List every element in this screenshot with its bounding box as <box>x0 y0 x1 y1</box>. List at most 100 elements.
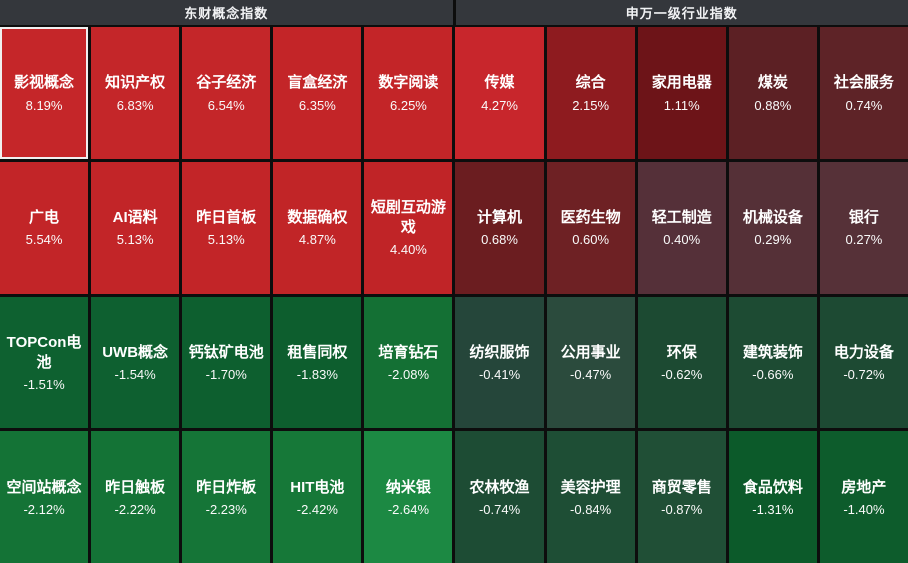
heatmap-cell[interactable]: 医药生物 0.60% <box>546 161 635 294</box>
cell-name: 租售同权 <box>287 343 348 361</box>
heatmap-cell[interactable]: 广电 5.54% <box>0 161 89 294</box>
heatmap-cell[interactable]: UWB概念 -1.54% <box>91 296 180 429</box>
cell-name: 知识产权 <box>105 74 166 92</box>
cell-name: 影视概念 <box>14 74 75 92</box>
heatmap-cell[interactable]: 谷子经济 6.54% <box>182 27 271 159</box>
heatmap-cell[interactable]: 农林牧渔 -0.74% <box>455 431 544 563</box>
heatmap-cell[interactable]: 综合 2.15% <box>546 27 635 159</box>
cell-name: 纳米银 <box>385 478 431 496</box>
cell-name: HIT电池 <box>290 478 345 496</box>
cell-change: -1.51% <box>23 377 65 393</box>
cell-name: 美容护理 <box>560 478 621 496</box>
cell-change: 4.40% <box>390 242 427 258</box>
cell-name: 纺织服饰 <box>469 343 530 361</box>
heatmap-cell[interactable]: 昨日炸板 -2.23% <box>182 431 271 563</box>
cell-change: 0.60% <box>572 232 610 248</box>
heatmap-cell[interactable]: 传媒 4.27% <box>455 27 544 159</box>
heatmap-cell[interactable]: 影视概念 8.19% <box>0 27 89 159</box>
cell-change: 5.13% <box>207 232 245 248</box>
group-title-dongcai-concept: 东财概念指数 <box>0 0 453 25</box>
cell-name: 空间站概念 <box>6 478 82 496</box>
cell-change: -2.12% <box>23 501 65 517</box>
cell-name: 昨日首板 <box>196 209 257 226</box>
cell-change: 0.29% <box>754 232 792 248</box>
cell-name: 环保 <box>666 343 697 361</box>
cell-change: 8.19% <box>25 97 63 113</box>
group-header-bar: 东财概念指数 申万一级行业指数 <box>0 0 908 25</box>
cell-name: 食品饮料 <box>742 478 803 496</box>
cell-name: 社会服务 <box>833 74 894 92</box>
cell-name: UWB概念 <box>102 343 169 361</box>
heatmap-cell[interactable]: 煤炭 0.88% <box>728 27 817 159</box>
heatmap-cell[interactable]: 银行 0.27% <box>819 161 908 294</box>
cell-change: 6.35% <box>298 97 336 113</box>
cell-change: 6.54% <box>207 97 245 113</box>
cell-name: 医药生物 <box>560 209 621 226</box>
cell-change: 4.87% <box>298 232 336 248</box>
cell-change: -2.08% <box>387 367 430 382</box>
cell-name: 盲盒经济 <box>287 74 348 92</box>
cell-name: 钙钛矿电池 <box>188 343 264 361</box>
cell-name: 农林牧渔 <box>469 478 530 496</box>
cell-name: 银行 <box>848 209 879 226</box>
heatmap-cell[interactable]: 建筑装饰 -0.66% <box>728 296 817 429</box>
heatmap-cell[interactable]: 美容护理 -0.84% <box>546 431 635 563</box>
cell-name: 商贸零售 <box>651 478 712 496</box>
cell-name: 公用事业 <box>560 343 621 361</box>
heatmap-cell[interactable]: 社会服务 0.74% <box>819 27 908 159</box>
heatmap-cell[interactable]: 食品饮料 -1.31% <box>728 431 817 563</box>
heatmap-cell[interactable]: 数字阅读 6.25% <box>364 27 453 159</box>
heatmap-cell[interactable]: 机械设备 0.29% <box>728 161 817 294</box>
cell-change: 0.74% <box>845 97 883 113</box>
cell-change: -2.64% <box>387 501 430 517</box>
heatmap-cell[interactable]: 家用电器 1.11% <box>637 27 726 159</box>
heatmap-cell[interactable]: 培育钻石 -2.08% <box>364 296 453 429</box>
heatmap-cell[interactable]: 纳米银 -2.64% <box>364 431 453 563</box>
heatmap-cell[interactable]: 房地产 -1.40% <box>819 431 908 563</box>
cell-change: 2.15% <box>572 97 610 113</box>
heatmap-cell[interactable]: 租售同权 -1.83% <box>273 296 362 429</box>
heatmap-cell[interactable]: 知识产权 6.83% <box>91 27 180 159</box>
cell-change: 0.40% <box>663 232 701 248</box>
heatmap-cell[interactable]: 公用事业 -0.47% <box>546 296 635 429</box>
cell-change: 0.27% <box>845 232 883 248</box>
heatmap-cell[interactable]: 钙钛矿电池 -1.70% <box>182 296 271 429</box>
heatmap-cell[interactable]: 短剧互动游戏 4.40% <box>364 161 453 294</box>
heatmap-cell[interactable]: 计算机 0.68% <box>455 161 544 294</box>
cell-name: 计算机 <box>477 209 523 226</box>
cell-change: 1.11% <box>663 97 700 113</box>
cell-name: 短剧互动游戏 <box>370 198 446 237</box>
heatmap-cell[interactable]: 纺织服饰 -0.41% <box>455 296 544 429</box>
heatmap-cell[interactable]: 昨日触板 -2.22% <box>91 431 180 563</box>
heatmap-cell[interactable]: 昨日首板 5.13% <box>182 161 271 294</box>
cell-name: 传媒 <box>484 74 515 92</box>
cell-change: -0.62% <box>661 367 703 382</box>
cell-name: 数字阅读 <box>378 74 439 92</box>
cell-name: 房地产 <box>841 478 887 496</box>
cell-change: 0.68% <box>481 232 518 248</box>
heatmap-cell[interactable]: 空间站概念 -2.12% <box>0 431 89 563</box>
cell-change: -1.54% <box>114 367 156 382</box>
cell-name: 煤炭 <box>757 74 788 92</box>
cell-change: -2.42% <box>296 501 338 517</box>
cell-change: -1.70% <box>205 367 247 382</box>
heatmap-cell[interactable]: 数据确权 4.87% <box>273 161 362 294</box>
cell-change: -0.66% <box>752 367 794 382</box>
heatmap-cell[interactable]: 电力设备 -0.72% <box>819 296 908 429</box>
cell-name: 建筑装饰 <box>742 343 803 361</box>
cell-name: 昨日炸板 <box>196 478 257 496</box>
heatmap-cell[interactable]: TOPCon电池 -1.51% <box>0 296 89 429</box>
heatmap-cell[interactable]: HIT电池 -2.42% <box>273 431 362 563</box>
heatmap-cell[interactable]: AI语料 5.13% <box>91 161 180 294</box>
heatmap-cell[interactable]: 盲盒经济 6.35% <box>273 27 362 159</box>
group-title-shenwan-industry: 申万一级行业指数 <box>455 0 908 25</box>
heatmap-cell[interactable]: 商贸零售 -0.87% <box>637 431 726 563</box>
cell-change: 6.25% <box>390 97 427 113</box>
cell-name: AI语料 <box>112 209 158 226</box>
heatmap-cell[interactable]: 轻工制造 0.40% <box>637 161 726 294</box>
cell-name: TOPCon电池 <box>6 333 82 371</box>
cell-name: 轻工制造 <box>651 209 712 226</box>
heatmap-cell[interactable]: 环保 -0.62% <box>637 296 726 429</box>
cell-name: 广电 <box>29 209 60 226</box>
